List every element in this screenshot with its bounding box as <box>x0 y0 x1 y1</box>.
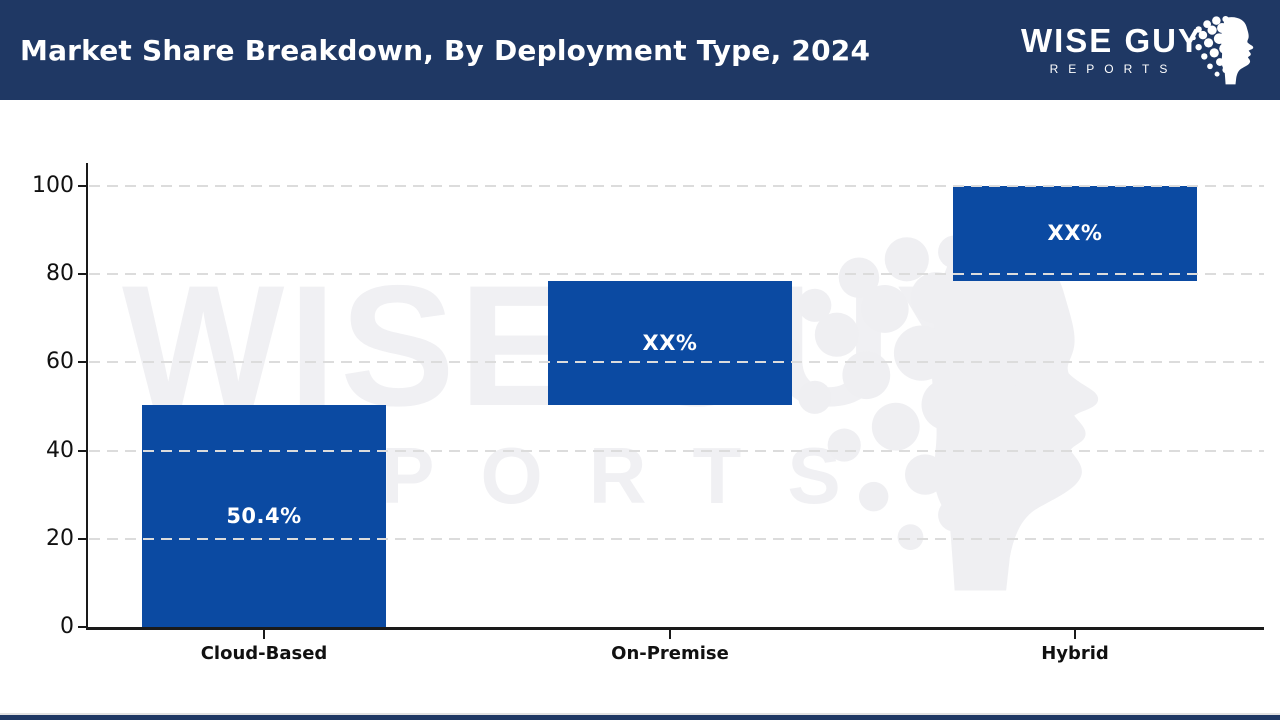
bar-value-label: XX% <box>1047 221 1103 246</box>
header-bar: Market Share Breakdown, By Deployment Ty… <box>0 0 1280 100</box>
brand-name: WISE GUY <box>1020 22 1202 59</box>
y-tick-mark-80 <box>78 273 87 276</box>
y-tick-label-100: 100 <box>32 173 74 198</box>
footer-divider <box>0 713 1280 715</box>
gridline-60 <box>89 361 1264 364</box>
dotted-head-icon <box>1191 15 1254 85</box>
bar-value-label: XX% <box>642 330 698 355</box>
x-axis-spine <box>86 627 1264 630</box>
y-tick-label-60: 60 <box>46 349 74 375</box>
y-tick-mark-0 <box>78 626 87 628</box>
x-category-label-1: Cloud-Based <box>200 643 328 664</box>
x-tick-mark-1 <box>263 630 265 639</box>
gridline-100 <box>89 185 1264 187</box>
chart-title: Market Share Breakdown, By Deployment Ty… <box>20 33 871 67</box>
watermark-dotted-head <box>778 235 1099 591</box>
brand-logo: WISE GUY REPORTS <box>1021 11 1266 89</box>
gridline-80 <box>89 273 1264 276</box>
x-tick-mark-2 <box>669 630 671 639</box>
footer-accent-bar <box>0 715 1280 720</box>
y-tick-label-80: 80 <box>46 261 74 287</box>
y-tick-label-40: 40 <box>46 437 74 463</box>
brand-logo-text: WISE GUY REPORTS <box>1021 24 1202 76</box>
gridline-40 <box>89 449 1264 452</box>
chart-canvas: WISE GUY REPORTS 02040608010050.4%Cloud-… <box>0 100 1280 714</box>
bar-label-box-1: 50.4% <box>142 405 386 627</box>
bar-segment-2 <box>548 280 792 405</box>
bar-value-label: 50.4% <box>226 503 302 528</box>
bar-label-box-2: XX% <box>548 281 792 405</box>
x-category-label-3: Hybrid <box>1041 643 1109 664</box>
y-tick-mark-20 <box>78 537 87 540</box>
y-axis-spine <box>86 163 88 627</box>
gridline-20 <box>89 537 1264 540</box>
bar-segment-1 <box>142 404 386 627</box>
y-tick-mark-100 <box>78 185 87 187</box>
y-tick-label-0: 0 <box>60 614 74 639</box>
x-category-label-2: On-Premise <box>611 643 729 664</box>
bar-segment-3 <box>953 186 1197 281</box>
y-tick-label-20: 20 <box>46 525 74 551</box>
y-tick-mark-60 <box>78 361 87 364</box>
bar-label-box-3: XX% <box>953 186 1197 281</box>
brand-subname: REPORTS <box>1049 62 1178 76</box>
y-tick-mark-40 <box>78 449 87 452</box>
x-tick-mark-3 <box>1074 630 1076 639</box>
